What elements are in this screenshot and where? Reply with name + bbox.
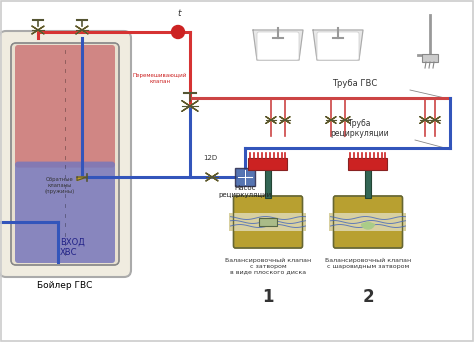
Bar: [259, 218, 277, 226]
Polygon shape: [76, 26, 88, 30]
Polygon shape: [182, 106, 198, 111]
Polygon shape: [420, 120, 430, 123]
Polygon shape: [430, 117, 440, 120]
Bar: [229, 213, 307, 231]
Polygon shape: [266, 120, 276, 123]
Polygon shape: [206, 173, 218, 177]
Bar: [422, 54, 438, 62]
Polygon shape: [280, 117, 290, 120]
FancyBboxPatch shape: [257, 32, 299, 60]
Bar: [265, 170, 271, 198]
Bar: [329, 213, 407, 231]
FancyBboxPatch shape: [334, 196, 402, 248]
Polygon shape: [206, 177, 218, 181]
FancyBboxPatch shape: [317, 32, 359, 60]
FancyBboxPatch shape: [11, 43, 119, 265]
Polygon shape: [326, 120, 336, 123]
Text: t: t: [177, 9, 181, 18]
Polygon shape: [32, 30, 44, 34]
Polygon shape: [313, 30, 363, 60]
Text: 12D: 12D: [203, 155, 217, 161]
Polygon shape: [280, 120, 290, 123]
Bar: [248, 158, 288, 170]
Polygon shape: [182, 101, 198, 106]
Bar: [365, 170, 371, 198]
Bar: [235, 168, 255, 186]
Text: Бойлер ГВС: Бойлер ГВС: [37, 280, 93, 289]
Text: Труба ГВС: Труба ГВС: [332, 79, 378, 88]
Bar: [348, 158, 388, 170]
Text: Балансировочный клапан
с затвором
в виде плоского диска: Балансировочный клапан с затвором в виде…: [225, 258, 311, 275]
Polygon shape: [266, 117, 276, 120]
FancyBboxPatch shape: [15, 162, 115, 263]
Text: 1: 1: [262, 288, 274, 306]
Text: Перемешивающий
клапан: Перемешивающий клапан: [133, 73, 187, 84]
Polygon shape: [76, 30, 88, 34]
Text: Труба
рециркуляции: Труба рециркуляции: [331, 119, 389, 138]
Circle shape: [172, 26, 184, 39]
Text: Обратные
клапаны
(пружины): Обратные клапаны (пружины): [45, 177, 75, 194]
Text: 2: 2: [362, 288, 374, 306]
FancyBboxPatch shape: [0, 31, 131, 277]
Polygon shape: [77, 177, 87, 181]
Polygon shape: [430, 120, 440, 123]
Text: Насос
рециркуляции: Насос рециркуляции: [219, 185, 272, 198]
Polygon shape: [340, 120, 350, 123]
Polygon shape: [326, 117, 336, 120]
Polygon shape: [253, 30, 303, 60]
Polygon shape: [340, 117, 350, 120]
Polygon shape: [32, 26, 44, 30]
Text: ВХОД
ХВС: ВХОД ХВС: [60, 237, 85, 257]
Text: Балансировочный клапан
с шаровидным затвором: Балансировочный клапан с шаровидным затв…: [325, 258, 411, 269]
Polygon shape: [420, 117, 430, 120]
FancyBboxPatch shape: [234, 196, 302, 248]
FancyBboxPatch shape: [15, 45, 115, 168]
Wedge shape: [361, 222, 374, 229]
